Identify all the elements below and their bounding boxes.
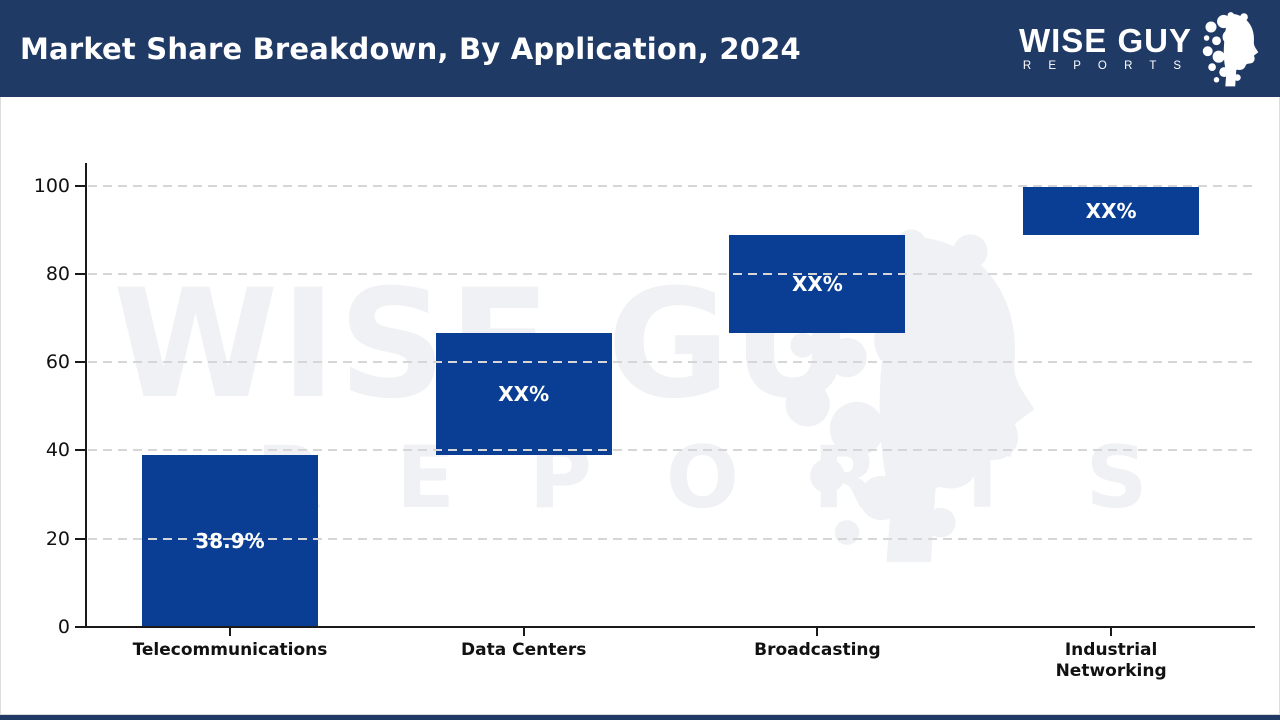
gridline [88,449,1255,452]
bar-1 [142,455,318,627]
y-tick [75,361,85,364]
x-tick [522,627,525,636]
category-label: Data Centers [461,640,587,660]
bar-4 [1023,187,1200,235]
x-tick [1110,627,1113,636]
y-tick [75,449,85,452]
logo-head-icon [1202,11,1259,86]
category-label: Telecommunications [132,640,328,660]
gridline [88,537,1255,540]
y-tick-label: 0 [57,616,70,638]
footer-bar [0,714,1280,720]
bar-value-label: XX% [791,271,843,296]
x-tick [229,627,231,636]
wise-guy-reports-logo: WISE GUY R E P O R T S [1019,10,1266,88]
chart-title: Market Share Breakdown, By Application, … [20,31,801,66]
bar-2 [435,332,612,456]
y-tick-label: 20 [45,527,70,550]
y-tick [75,626,85,628]
category-label: Broadcasting [754,640,881,660]
gridline [88,361,1255,364]
gridline [88,272,1255,275]
header-bar: Market Share Breakdown, By Application, … [0,0,1280,97]
y-axis-spine [85,163,87,628]
gridline [88,184,1255,187]
logo-wordmark: WISE GUY [1018,22,1192,60]
x-tick [816,627,819,636]
logo-text: WISE GUY R E P O R T S [1019,24,1192,73]
bar-value-label: 38.9% [195,529,265,554]
y-tick-label: 60 [45,351,70,374]
logo-subtitle: R E P O R T S [1022,60,1189,73]
y-tick-label: 40 [45,439,70,462]
y-tick-label: 80 [45,262,70,285]
category-label: Industrial Networking [1055,640,1167,682]
y-tick [75,537,85,540]
x-axis-line [85,626,1255,628]
bar-value-label: XX% [1085,199,1137,224]
y-tick-label: 100 [33,174,70,197]
y-tick [75,184,85,187]
bar-value-label: XX% [498,381,550,406]
y-tick [75,272,85,275]
